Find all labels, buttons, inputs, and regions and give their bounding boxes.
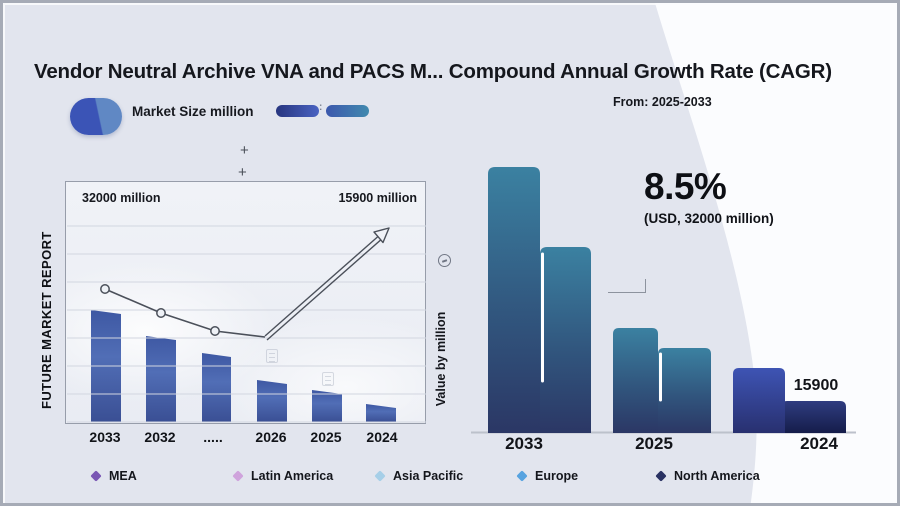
x-label: 2024	[366, 429, 398, 445]
legend-item-north-america: North America	[655, 469, 760, 483]
legend-label: Asia Pacific	[393, 469, 464, 483]
bar-2026	[257, 380, 287, 422]
capsule-legend-icon	[70, 98, 122, 135]
x-label: 2032	[144, 429, 176, 445]
legend-item-europe: Europe	[516, 469, 579, 483]
x-label: 2026	[255, 429, 287, 445]
x-label: 2025	[310, 429, 342, 445]
legend-label: North America	[674, 469, 760, 483]
bar-group-2025	[613, 328, 711, 433]
legend-diamond-icon	[516, 470, 528, 482]
x-label: 2033	[89, 429, 121, 445]
bar-2025	[312, 390, 342, 422]
pill-colon: :	[319, 102, 323, 113]
right-x-label: 2024	[800, 434, 838, 453]
start-value-label: 32000 million	[82, 191, 161, 205]
legend-diamond-icon	[374, 470, 386, 482]
growth-arrow	[264, 227, 390, 341]
legend-diamond-icon	[655, 470, 667, 482]
bar-2032	[146, 336, 176, 422]
bar-group-2024	[733, 368, 846, 433]
legend-label: MEA	[109, 469, 137, 483]
legend-item-latin-america: Latin America	[232, 469, 334, 483]
bar-group-2033	[488, 167, 591, 433]
plus-mark-icon: +	[240, 142, 249, 159]
cagr-value: 8.5%	[644, 166, 727, 207]
mini-pill-teal	[326, 105, 369, 117]
legend-item-mea: MEA	[90, 469, 137, 483]
watermark-doc-icon	[266, 349, 278, 363]
right-chart-ylabel: Value by million	[434, 311, 448, 407]
value-label-15900: 15900	[793, 377, 839, 394]
arrow-head	[373, 227, 390, 244]
mini-pill-blue	[276, 105, 319, 117]
cagr-detail: (USD, 32000 million)	[644, 211, 774, 226]
bracket-decoration	[608, 279, 646, 293]
gridlines	[67, 225, 426, 423]
legend-label: Europe	[535, 469, 579, 483]
left-chart-panel: 32000 million 15900 million	[65, 181, 426, 424]
page-title: Vendor Neutral Archive VNA and PACS M...…	[34, 60, 832, 83]
right-x-label: 2025	[635, 434, 673, 453]
minus-circle-icon	[438, 254, 451, 267]
bar-2024	[366, 404, 396, 422]
period-label: From: 2025-2033	[613, 95, 712, 109]
legend-label: Latin America	[251, 469, 334, 483]
right-chart	[471, 167, 856, 434]
legend-item-asia-pacific: Asia Pacific	[374, 469, 464, 483]
end-value-label: 15900 million	[338, 191, 417, 205]
plus-mark-icon: +	[238, 164, 247, 181]
x-label: .....	[203, 429, 223, 445]
bar-dots	[202, 353, 231, 422]
legend-diamond-icon	[232, 470, 244, 482]
side-watermark-label: FUTURE MARKET REPORT	[39, 231, 54, 409]
declining-trend-line	[104, 288, 266, 338]
right-x-label: 2033	[505, 434, 543, 453]
trend-line-overlay	[67, 225, 426, 423]
trend-markers	[100, 284, 220, 336]
watermark-doc-icon	[322, 372, 334, 386]
legend-diamond-icon	[90, 470, 102, 482]
market-size-label: Market Size million	[132, 104, 254, 119]
